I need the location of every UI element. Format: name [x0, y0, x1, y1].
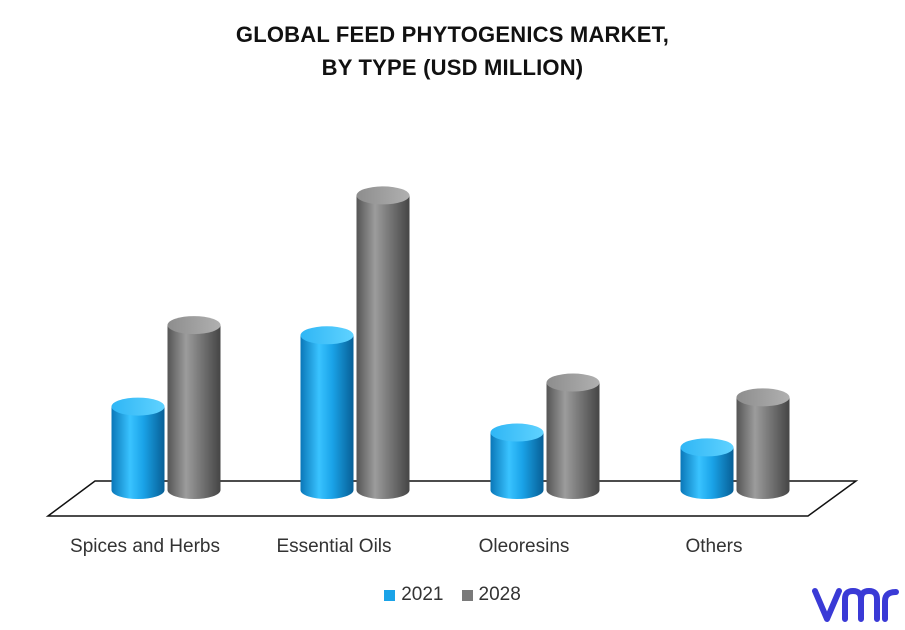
chart-title: GLOBAL FEED PHYTOGENICS MARKET, BY TYPE …: [0, 18, 905, 84]
category-label: Essential Oils: [276, 536, 391, 557]
bar-top: [546, 373, 600, 392]
bar-2028-oleoresins: [546, 373, 600, 500]
bar-2021-spices-and-herbs: [111, 397, 165, 500]
bar-body: [356, 195, 410, 500]
bar-top: [300, 326, 354, 345]
bar-top: [111, 397, 165, 416]
bar-top: [736, 388, 790, 407]
bar-2021-others: [680, 438, 734, 500]
chart-bars: [111, 186, 790, 500]
chart-floor: [45, 480, 859, 517]
bar-body: [490, 432, 544, 500]
legend-label-2021: 2021: [401, 584, 444, 605]
bar-2028-others: [736, 388, 790, 500]
bar-2028-spices-and-herbs: [167, 316, 221, 500]
category-label: Oleoresins: [479, 536, 570, 557]
bar-body: [736, 397, 790, 500]
chart-title-line-1: GLOBAL FEED PHYTOGENICS MARKET,: [235, 22, 670, 47]
chart-floor-plane: [45, 480, 859, 517]
bar-top: [680, 438, 734, 457]
vmr-logo: [812, 588, 899, 622]
bar-2028-essential-oils: [356, 186, 410, 500]
legend-label-2028: 2028: [478, 584, 521, 605]
legend-swatch-2028: [461, 589, 473, 601]
category-label: Spices and Herbs: [70, 536, 220, 557]
chart-title-line-2: BY TYPE (USD MILLION): [321, 55, 584, 80]
chart-legend: 2021 2028: [0, 584, 905, 606]
bar-body: [167, 325, 221, 500]
category-label: Others: [685, 536, 742, 557]
bar-body: [546, 382, 600, 500]
chart-category-labels: Spices and Herbs Essential Oils Oleoresins…: [70, 536, 743, 557]
bar-body: [300, 335, 354, 500]
bar-body: [111, 406, 165, 500]
legend-item-2028: 2028: [461, 584, 521, 606]
bar-2021-oleoresins: [490, 423, 544, 500]
bar-top: [356, 186, 410, 205]
bar-2021-essential-oils: [300, 326, 354, 500]
bar-body: [680, 447, 734, 500]
bar-top: [167, 316, 221, 335]
legend-swatch-2021: [384, 589, 396, 601]
bar-top: [490, 423, 544, 442]
legend-item-2021: 2021: [384, 584, 444, 606]
